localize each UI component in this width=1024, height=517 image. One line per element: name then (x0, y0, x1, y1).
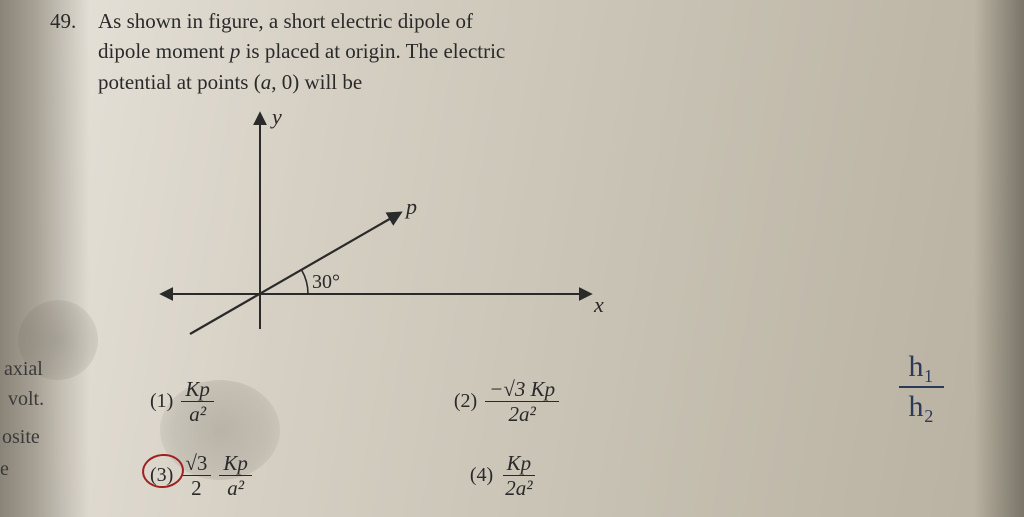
handwritten-fraction: h₁ h₂ (899, 350, 944, 424)
hand-num: h₁ (899, 350, 944, 388)
option-4-fraction: Kp 2a² (501, 452, 536, 499)
option-3-label: (3) (150, 464, 173, 487)
option-4-num: Kp (503, 452, 536, 476)
var-a: a (261, 70, 272, 94)
option-1-label: (1) (150, 390, 173, 413)
question-line2a: dipole moment (98, 39, 230, 63)
option-3-fraction-2: Kp a² (219, 452, 252, 499)
question-line3a: potential at points ( (98, 70, 261, 94)
var-p: p (230, 39, 241, 63)
question-line2b: is placed at origin. The electric (240, 39, 505, 63)
option-2-num: −√3 Kp (485, 378, 559, 402)
side-label-volt: volt. (8, 386, 44, 412)
option-2-label: (2) (454, 390, 477, 413)
option-3-num1: √3 (181, 452, 211, 476)
option-2: (2) −√3 Kp 2a² (454, 378, 559, 425)
option-2-den: 2a² (505, 402, 540, 425)
options-row-2: (3) √3 2 Kp a² (4) Kp 2a² (150, 452, 537, 499)
option-1-num: Kp (181, 378, 214, 402)
question-number: 49. (50, 6, 76, 36)
x-axis-label: x (593, 292, 604, 317)
angle-label: 30° (312, 271, 340, 293)
option-3: (3) √3 2 Kp a² (150, 452, 252, 499)
option-3-fraction-1: √3 2 (181, 452, 211, 499)
y-axis-label: y (270, 104, 282, 129)
option-3-den2: a² (223, 476, 248, 499)
option-1: (1) Kp a² (150, 378, 214, 425)
option-3-num2: Kp (219, 452, 252, 476)
option-1-den: a² (185, 402, 210, 425)
hand-den: h₂ (899, 388, 944, 424)
option-4-den: 2a² (501, 476, 536, 499)
option-4-label: (4) (470, 464, 493, 487)
option-1-fraction: Kp a² (181, 378, 214, 425)
question-text: 49. As shown in figure, a short electric… (98, 6, 718, 97)
side-label-osite: osite (2, 424, 40, 450)
side-label-axial: axial (4, 356, 43, 382)
page-right-shadow (974, 0, 1024, 517)
question-line3b: , 0) will be (271, 70, 362, 94)
dipole-diagram: y x p 30° (150, 104, 630, 354)
diagram-svg: y x p 30° (150, 104, 630, 354)
angle-arc (302, 270, 308, 294)
option-3-den1: 2 (187, 476, 206, 499)
option-2-fraction: −√3 Kp 2a² (485, 378, 559, 425)
options-row-1: (1) Kp a² (2) −√3 Kp 2a² (150, 378, 559, 425)
side-label-e: e (0, 456, 9, 482)
p-label: p (404, 194, 417, 219)
dipole-vector (190, 213, 400, 334)
question-line1: As shown in figure, a short electric dip… (98, 9, 473, 33)
option-4: (4) Kp 2a² (470, 452, 537, 499)
